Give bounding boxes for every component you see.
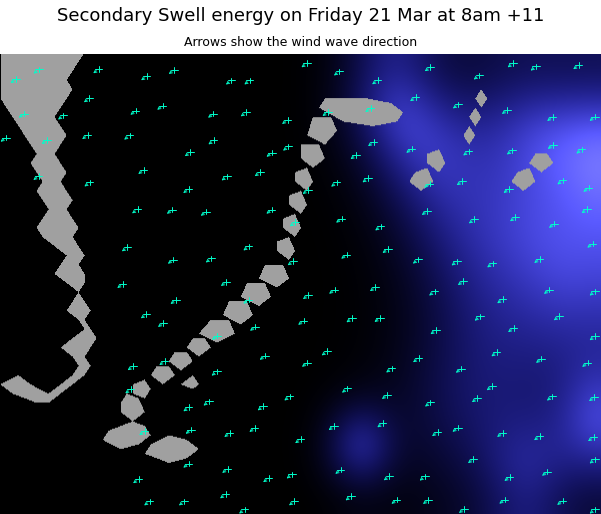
Text: Arrows show the wind wave direction: Arrows show the wind wave direction: [184, 35, 417, 49]
Text: Secondary Swell energy on Friday 21 Mar at 8am +11: Secondary Swell energy on Friday 21 Mar …: [57, 7, 544, 25]
